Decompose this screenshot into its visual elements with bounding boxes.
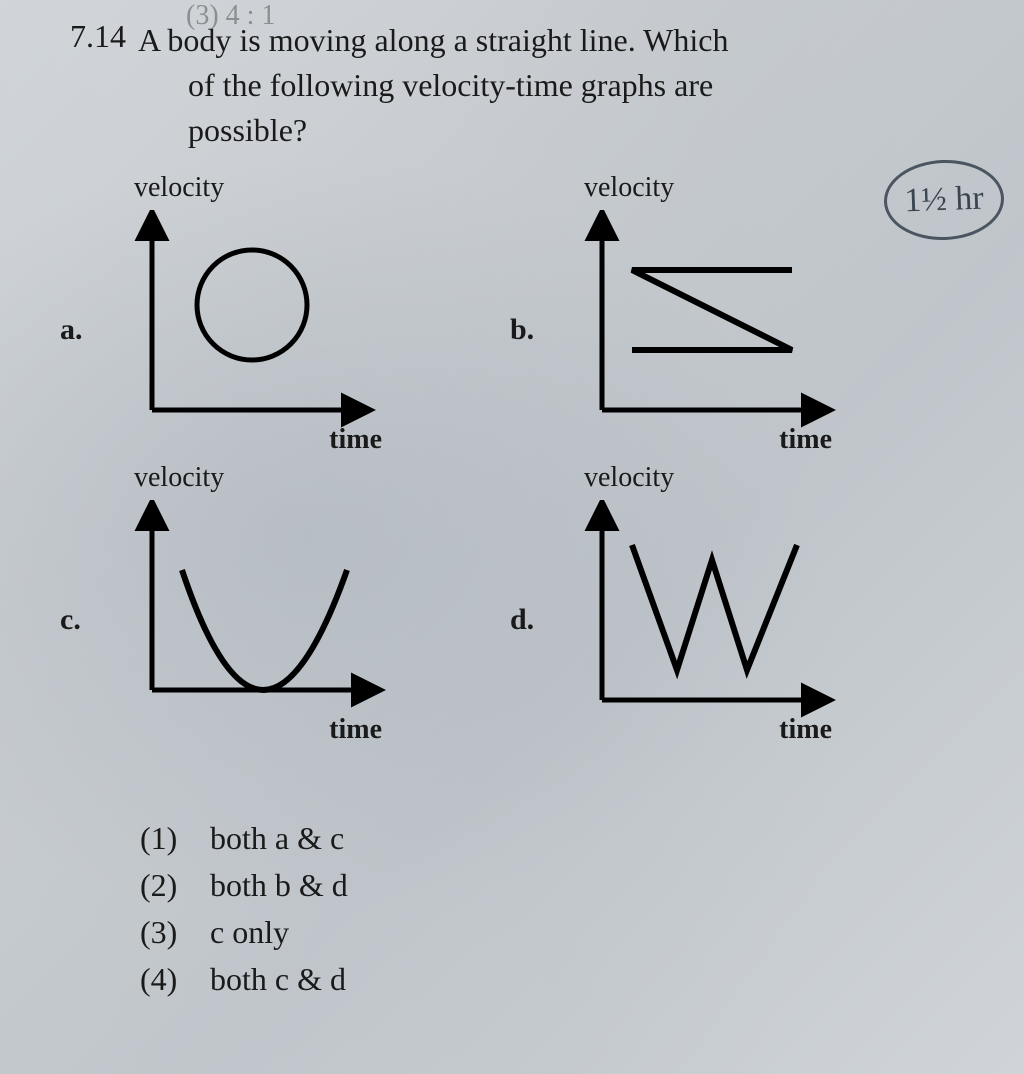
option-4-num: (4) [140, 961, 210, 998]
option-4-text: both c & d [210, 961, 346, 998]
option-3-num: (3) [140, 914, 210, 951]
graph-a-svg [112, 210, 392, 450]
graph-d-cell: d. velocity time [510, 500, 960, 740]
graph-c-ylabel: velocity [134, 462, 224, 494]
option-4: (4) both c & d [140, 961, 348, 998]
option-1: (1) both a & c [140, 820, 348, 857]
graph-b-svg [562, 210, 842, 450]
option-3: (3) c only [140, 914, 348, 951]
graphs-row-2: c. velocity time d. velocity [60, 500, 960, 740]
option-3-text: c only [210, 914, 289, 951]
question-line1: A body is moving along a straight line. … [138, 18, 978, 63]
graph-d: velocity time [562, 500, 842, 740]
graph-c-cell: c. velocity time [60, 500, 510, 740]
option-2-num: (2) [140, 867, 210, 904]
graph-b-letter: b. [510, 313, 544, 347]
graph-b-cell: b. velocity time [510, 210, 960, 450]
question-line2: of the following velocity-time graphs ar… [188, 63, 994, 108]
graph-a-ylabel: velocity [134, 172, 224, 204]
graph-c: velocity time [112, 500, 392, 740]
graph-c-letter: c. [60, 603, 94, 637]
option-1-num: (1) [140, 820, 210, 857]
graphs-row-1: a. velocity time b. velocity [60, 210, 960, 450]
graph-c-svg [112, 500, 392, 740]
question-line3: possible? [188, 108, 994, 153]
graph-b: velocity time [562, 210, 842, 450]
answer-options: (1) both a & c (2) both b & d (3) c only… [140, 820, 348, 1008]
option-2: (2) both b & d [140, 867, 348, 904]
graph-b-xlabel: time [779, 424, 832, 456]
graph-c-xlabel: time [329, 714, 382, 746]
option-2-text: both b & d [210, 867, 348, 904]
question-block: 7.14 A body is moving along a straight l… [70, 18, 994, 152]
graph-a: velocity time [112, 210, 392, 450]
graph-d-ylabel: velocity [584, 462, 674, 494]
graph-b-ylabel: velocity [584, 172, 674, 204]
graph-d-letter: d. [510, 603, 544, 637]
graph-a-xlabel: time [329, 424, 382, 456]
graph-a-cell: a. velocity time [60, 210, 510, 450]
graph-d-xlabel: time [779, 714, 832, 746]
graph-a-letter: a. [60, 313, 94, 347]
question-number: 7.14 [70, 18, 126, 55]
option-1-text: both a & c [210, 820, 344, 857]
graph-d-svg [562, 500, 842, 740]
